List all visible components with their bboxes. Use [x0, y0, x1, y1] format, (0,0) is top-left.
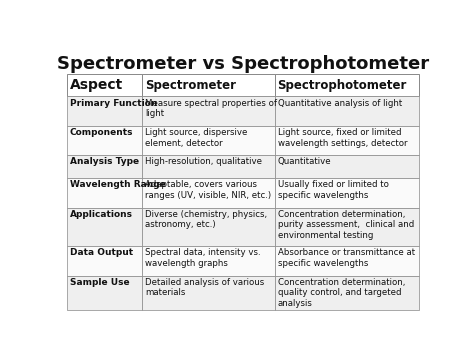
Bar [142, 178, 274, 208]
Text: Concentration determination,
quality control, and targeted
analysis: Concentration determination, quality con… [278, 278, 405, 308]
Bar [142, 275, 274, 311]
Bar [142, 155, 274, 178]
Bar [274, 208, 419, 246]
Bar [274, 126, 419, 155]
Text: Quantitative: Quantitative [278, 157, 331, 166]
Text: Measure spectral properties of
light: Measure spectral properties of light [146, 99, 277, 118]
Bar [142, 97, 274, 126]
Text: Diverse (chemistry, physics,
astronomy, etc.): Diverse (chemistry, physics, astronomy, … [146, 210, 267, 229]
Text: Light source, dispersive
element, detector: Light source, dispersive element, detect… [146, 128, 248, 148]
Text: Wavelength Range: Wavelength Range [70, 180, 165, 189]
Text: Sample Use: Sample Use [70, 278, 129, 287]
Bar [274, 97, 419, 126]
Bar [66, 74, 142, 97]
Text: Adaptable, covers various
ranges (UV, visible, NIR, etc.): Adaptable, covers various ranges (UV, vi… [146, 180, 272, 200]
Text: Detailed analysis of various
materials: Detailed analysis of various materials [146, 278, 264, 297]
Text: Spectrometer: Spectrometer [146, 79, 237, 92]
Bar [66, 208, 142, 246]
Text: Primary Function: Primary Function [70, 99, 157, 108]
Bar [66, 275, 142, 311]
Bar [142, 126, 274, 155]
Bar [274, 74, 419, 97]
Bar [66, 155, 142, 178]
Text: Components: Components [70, 128, 133, 137]
Bar [142, 208, 274, 246]
Text: Absorbance or transmittance at
specific wavelengths: Absorbance or transmittance at specific … [278, 248, 415, 268]
Text: Quantitative analysis of light: Quantitative analysis of light [278, 99, 402, 108]
Text: Usually fixed or limited to
specific wavelengths: Usually fixed or limited to specific wav… [278, 180, 389, 200]
Bar [66, 246, 142, 275]
Text: Spectrometer vs Spectrophotometer: Spectrometer vs Spectrophotometer [57, 55, 429, 73]
Bar [274, 155, 419, 178]
Bar [274, 246, 419, 275]
Text: Light source, fixed or limited
wavelength settings, detector: Light source, fixed or limited wavelengt… [278, 128, 407, 148]
Text: High-resolution, qualitative: High-resolution, qualitative [146, 157, 262, 166]
Bar [66, 178, 142, 208]
Text: Concentration determination,
purity assessment,  clinical and
environmental test: Concentration determination, purity asse… [278, 210, 414, 240]
Bar [274, 275, 419, 311]
Bar [66, 126, 142, 155]
Bar [142, 246, 274, 275]
Text: Applications: Applications [70, 210, 133, 219]
Bar [142, 74, 274, 97]
Text: Analysis Type: Analysis Type [70, 157, 139, 166]
Bar [274, 178, 419, 208]
Text: Aspect: Aspect [70, 78, 123, 92]
Text: Data Output: Data Output [70, 248, 133, 257]
Text: Spectrophotometer: Spectrophotometer [278, 79, 407, 92]
Bar [66, 97, 142, 126]
Text: Spectral data, intensity vs.
wavelength graphs: Spectral data, intensity vs. wavelength … [146, 248, 261, 268]
